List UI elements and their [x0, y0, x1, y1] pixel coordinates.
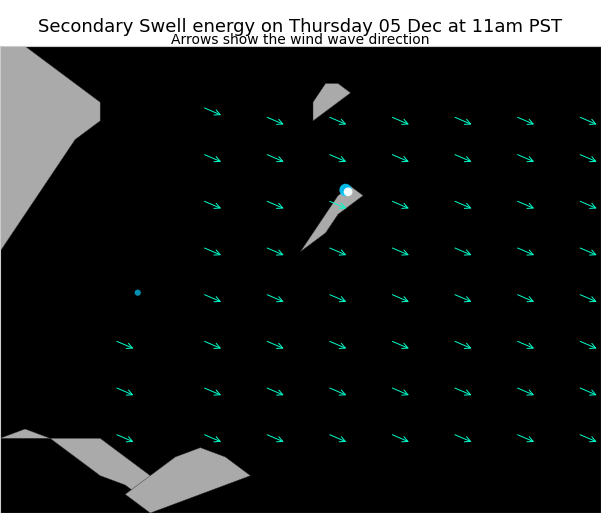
Text: Arrows show the wind wave direction: Arrows show the wind wave direction — [171, 33, 430, 47]
Polygon shape — [0, 429, 175, 504]
Point — [133, 288, 142, 297]
Point — [341, 186, 350, 194]
Text: Secondary Swell energy on Thursday 05 Dec at 11am PST: Secondary Swell energy on Thursday 05 De… — [38, 18, 563, 36]
Point — [343, 188, 353, 196]
Polygon shape — [0, 46, 100, 251]
Polygon shape — [300, 186, 363, 251]
Polygon shape — [313, 84, 350, 121]
Polygon shape — [125, 448, 251, 513]
